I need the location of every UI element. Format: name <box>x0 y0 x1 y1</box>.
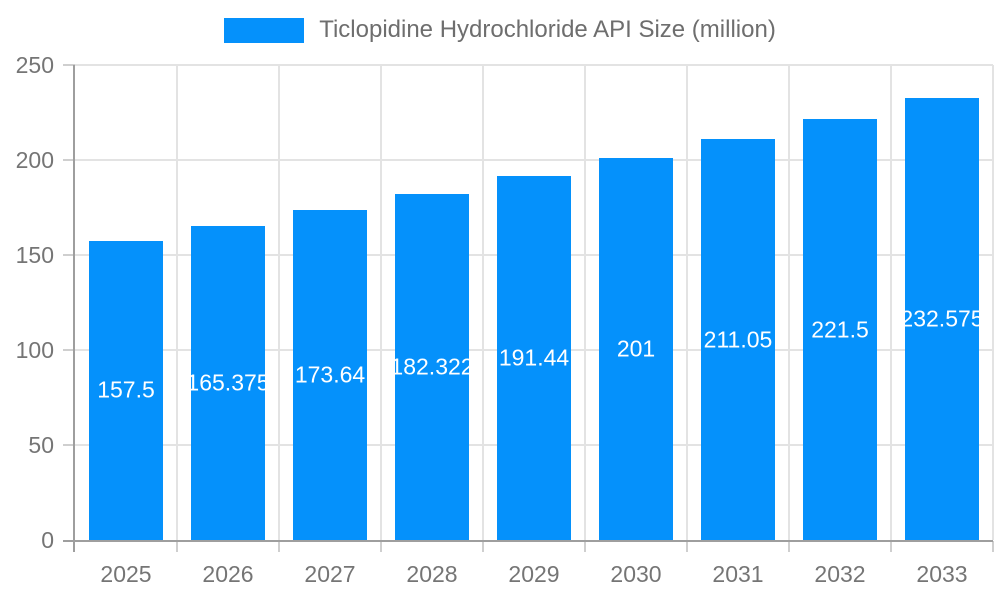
gridline-horizontal <box>75 159 993 161</box>
gridline-vertical <box>686 65 688 540</box>
y-axis-line <box>73 65 75 552</box>
x-axis-tick <box>176 541 178 552</box>
y-axis-tick <box>63 159 75 161</box>
bar-2027[interactable] <box>293 210 367 540</box>
gridline-vertical <box>380 65 382 540</box>
x-axis-tick <box>482 541 484 552</box>
x-axis-tick <box>278 541 280 552</box>
x-axis-tick-label: 2030 <box>610 561 662 587</box>
bar-2032[interactable] <box>803 119 877 540</box>
bar-2029[interactable] <box>497 176 571 540</box>
x-axis-tick <box>686 541 688 552</box>
gridline-horizontal <box>75 64 993 66</box>
legend-label: Ticlopidine Hydrochloride API Size (mill… <box>319 16 776 43</box>
x-axis-line <box>63 540 993 542</box>
x-axis-tick-label: 2031 <box>712 561 764 587</box>
bar-2030[interactable] <box>599 158 673 540</box>
x-axis-tick-label: 2032 <box>814 561 866 587</box>
y-axis-tick-label: 50 <box>28 432 54 458</box>
y-axis-tick-label: 200 <box>15 147 54 173</box>
x-axis-tick <box>788 541 790 552</box>
gridline-vertical <box>890 65 892 540</box>
legend[interactable]: Ticlopidine Hydrochloride API Size (mill… <box>0 16 1000 44</box>
bar-2025[interactable] <box>89 240 163 540</box>
y-axis-tick-label: 250 <box>15 52 54 78</box>
gridline-vertical <box>584 65 586 540</box>
y-axis-tick-label: 150 <box>15 242 54 268</box>
gridline-vertical <box>992 65 994 540</box>
x-axis-tick-label: 2027 <box>304 561 356 587</box>
y-axis-tick <box>63 349 75 351</box>
gridline-vertical <box>278 65 280 540</box>
y-axis-tick <box>63 64 75 66</box>
y-axis-tick-label: 0 <box>41 527 54 553</box>
gridline-vertical <box>176 65 178 540</box>
x-axis-tick <box>380 541 382 552</box>
bar-2033[interactable] <box>905 98 979 540</box>
bar-2028[interactable] <box>395 193 469 540</box>
x-axis-tick-label: 2029 <box>508 561 560 587</box>
x-axis-tick-label: 2025 <box>100 561 152 587</box>
y-axis-tick-label: 100 <box>15 337 54 363</box>
legend-swatch <box>224 17 305 43</box>
bar-2031[interactable] <box>701 139 775 540</box>
y-axis-tick <box>63 444 75 446</box>
gridline-vertical <box>788 65 790 540</box>
x-axis-tick <box>584 541 586 552</box>
x-axis-tick <box>992 541 994 552</box>
x-axis-tick-label: 2026 <box>202 561 254 587</box>
x-axis-tick-label: 2033 <box>916 561 968 587</box>
y-axis-tick <box>63 254 75 256</box>
bar-2026[interactable] <box>191 225 265 540</box>
x-axis-tick <box>890 541 892 552</box>
gridline-vertical <box>482 65 484 540</box>
x-axis-tick-label: 2028 <box>406 561 458 587</box>
